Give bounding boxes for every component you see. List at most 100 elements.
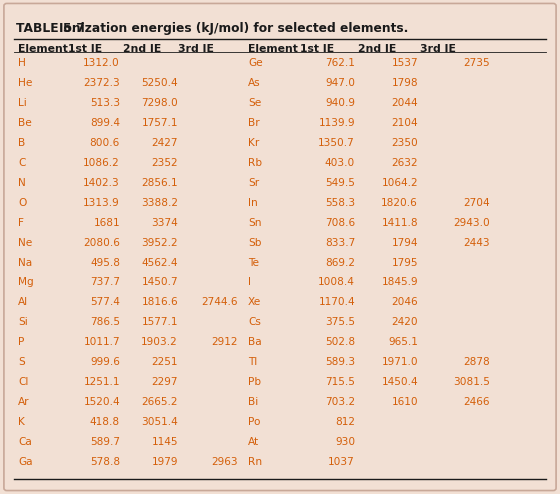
Text: 800.6: 800.6 (90, 138, 120, 148)
Text: 2251: 2251 (152, 357, 178, 367)
Text: 1757.1: 1757.1 (142, 118, 178, 128)
Text: Ge: Ge (248, 58, 263, 68)
Text: O: O (18, 198, 26, 208)
Text: Bi: Bi (248, 397, 258, 407)
Text: 1251.1: 1251.1 (83, 377, 120, 387)
Text: 899.4: 899.4 (90, 118, 120, 128)
Text: 2912: 2912 (212, 337, 238, 347)
Text: 2352: 2352 (151, 158, 178, 168)
Text: 1064.2: 1064.2 (381, 178, 418, 188)
Text: 999.6: 999.6 (90, 357, 120, 367)
Text: P: P (18, 337, 25, 347)
Text: Li: Li (18, 98, 27, 108)
Text: 833.7: 833.7 (325, 238, 355, 247)
Text: 577.4: 577.4 (90, 297, 120, 307)
Text: 2735: 2735 (463, 58, 490, 68)
Text: Element: Element (248, 44, 298, 54)
Text: Br: Br (248, 118, 260, 128)
Text: At: At (248, 437, 259, 447)
Text: 715.5: 715.5 (325, 377, 355, 387)
Text: Cl: Cl (18, 377, 29, 387)
Text: N: N (18, 178, 26, 188)
Text: 762.1: 762.1 (325, 58, 355, 68)
Text: 965.1: 965.1 (388, 337, 418, 347)
Text: Sb: Sb (248, 238, 262, 247)
Text: H: H (18, 58, 26, 68)
Text: 2nd IE: 2nd IE (123, 44, 161, 54)
Text: I: I (248, 278, 251, 288)
Text: 1971.0: 1971.0 (381, 357, 418, 367)
Text: 2080.6: 2080.6 (83, 238, 120, 247)
Text: Ne: Ne (18, 238, 32, 247)
Text: 1402.3: 1402.3 (83, 178, 120, 188)
Text: Be: Be (18, 118, 32, 128)
Text: 737.7: 737.7 (90, 278, 120, 288)
Text: 1610: 1610 (391, 397, 418, 407)
Text: Kr: Kr (248, 138, 259, 148)
Text: 2104: 2104 (391, 118, 418, 128)
Text: 869.2: 869.2 (325, 257, 355, 268)
Text: 1450.7: 1450.7 (141, 278, 178, 288)
Text: 2420: 2420 (391, 317, 418, 328)
Text: Rn: Rn (248, 457, 262, 467)
Text: Ca: Ca (18, 437, 32, 447)
Text: Rb: Rb (248, 158, 262, 168)
Text: 1903.2: 1903.2 (141, 337, 178, 347)
Text: 2427: 2427 (152, 138, 178, 148)
Text: 1577.1: 1577.1 (142, 317, 178, 328)
Text: 1011.7: 1011.7 (83, 337, 120, 347)
Text: Pb: Pb (248, 377, 261, 387)
Text: 2963: 2963 (211, 457, 238, 467)
Text: 2878: 2878 (463, 357, 490, 367)
Text: 7298.0: 7298.0 (141, 98, 178, 108)
Text: 1681: 1681 (94, 218, 120, 228)
Text: 1086.2: 1086.2 (83, 158, 120, 168)
Text: S: S (18, 357, 25, 367)
Text: 513.3: 513.3 (90, 98, 120, 108)
Text: 3051.4: 3051.4 (141, 417, 178, 427)
Text: 1st IE: 1st IE (68, 44, 102, 54)
Text: 1845.9: 1845.9 (381, 278, 418, 288)
FancyBboxPatch shape (4, 3, 556, 491)
Text: 1798: 1798 (391, 78, 418, 88)
Text: Ar: Ar (18, 397, 30, 407)
Text: 403.0: 403.0 (325, 158, 355, 168)
Text: 418.8: 418.8 (90, 417, 120, 427)
Text: Sn: Sn (248, 218, 262, 228)
Text: As: As (248, 78, 260, 88)
Text: C: C (18, 158, 25, 168)
Text: 2744.6: 2744.6 (202, 297, 238, 307)
Text: 558.3: 558.3 (325, 198, 355, 208)
Text: Cs: Cs (248, 317, 261, 328)
Text: Na: Na (18, 257, 32, 268)
Text: 1520.4: 1520.4 (83, 397, 120, 407)
Text: 812: 812 (335, 417, 355, 427)
Text: Ionization energies (kJ/mol) for selected elements.: Ionization energies (kJ/mol) for selecte… (59, 22, 408, 35)
Text: 1st IE: 1st IE (300, 44, 334, 54)
Text: 940.9: 940.9 (325, 98, 355, 108)
Text: 1979: 1979 (152, 457, 178, 467)
Text: 2856.1: 2856.1 (141, 178, 178, 188)
Text: 3081.5: 3081.5 (453, 377, 490, 387)
Text: 3952.2: 3952.2 (141, 238, 178, 247)
Text: 549.5: 549.5 (325, 178, 355, 188)
Text: 2nd IE: 2nd IE (358, 44, 396, 54)
Text: 589.3: 589.3 (325, 357, 355, 367)
Text: B: B (18, 138, 25, 148)
Text: 578.8: 578.8 (90, 457, 120, 467)
Text: F: F (18, 218, 24, 228)
Text: Po: Po (248, 417, 260, 427)
Text: 708.6: 708.6 (325, 218, 355, 228)
Text: 1350.7: 1350.7 (318, 138, 355, 148)
Text: Element: Element (18, 44, 68, 54)
Text: Te: Te (248, 257, 259, 268)
Text: 3rd IE: 3rd IE (178, 44, 214, 54)
Text: 2632: 2632 (391, 158, 418, 168)
Text: 1312.0: 1312.0 (83, 58, 120, 68)
Text: 5250.4: 5250.4 (141, 78, 178, 88)
Text: 2665.2: 2665.2 (142, 397, 178, 407)
Text: 2046: 2046 (391, 297, 418, 307)
Text: 1450.4: 1450.4 (381, 377, 418, 387)
Text: 3rd IE: 3rd IE (420, 44, 456, 54)
Text: 2943.0: 2943.0 (453, 218, 490, 228)
